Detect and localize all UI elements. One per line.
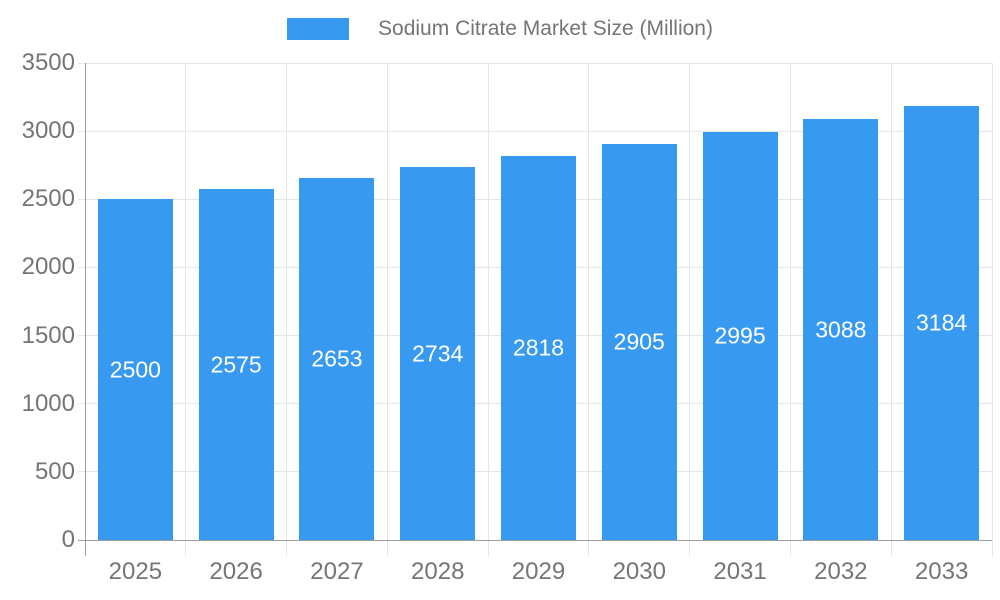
h-gridline [85,62,992,64]
y-axis-tick [78,335,85,337]
v-gridline [588,63,590,556]
bar-2030[interactable]: 2905 [601,144,677,540]
v-gridline [386,63,388,556]
bar-value-label: 2575 [210,351,262,378]
x-axis-tick-label: 2033 [914,558,969,585]
y-axis-tick [78,403,85,405]
v-gridline [991,63,993,556]
bar-value-label: 2653 [311,345,363,372]
y-axis-tick-label: 1000 [21,389,75,417]
bar-value-label: 2500 [109,356,161,383]
x-axis-tick-label: 2031 [713,558,767,585]
y-axis-tick-label: 0 [61,526,75,553]
bar-value-label: 3184 [916,309,968,336]
y-axis-line [84,63,86,556]
x-axis-tick-label: 2027 [310,558,364,585]
y-axis-tick-label: 2500 [21,185,75,213]
bar-value-label: 2734 [412,340,464,367]
x-axis-tick-label: 2032 [814,558,868,585]
y-axis-tick-label: 2000 [21,253,75,281]
bar-2026[interactable]: 2575 [198,189,274,540]
h-gridline [85,130,992,132]
y-axis-tick-label: 1500 [21,321,75,349]
y-axis-tick [78,130,85,132]
legend-item[interactable]: Sodium Citrate Market Size (Million) [0,17,1000,41]
y-axis-tick [78,266,85,268]
v-gridline [286,63,288,556]
y-axis-tick [78,471,85,473]
x-axis-tick-label: 2030 [612,558,666,585]
v-gridline [789,63,791,556]
x-axis-tick-label: 2026 [209,558,263,585]
v-gridline [689,63,691,556]
bar-2029[interactable]: 2818 [501,155,576,540]
bar-value-label: 2905 [613,328,665,355]
y-axis-tick-label: 3500 [21,49,75,76]
y-axis-tick [78,198,85,200]
legend-label: Sodium Citrate Market Size (Million) [378,17,713,40]
v-gridline [487,63,489,556]
y-axis-tick-label: 3000 [21,117,75,145]
legend-swatch [287,18,350,40]
bar-2025[interactable]: 2500 [97,199,173,540]
bar-2031[interactable]: 2995 [702,131,778,540]
x-axis-tick-label: 2025 [108,558,163,585]
v-gridline [185,63,187,556]
bar-value-label: 3088 [815,316,867,343]
bar-value-label: 2818 [512,334,565,361]
bar-2032[interactable]: 3088 [803,119,879,540]
y-axis-tick-label: 500 [34,457,75,485]
x-axis-tick-label: 2029 [511,558,566,585]
bar-2028[interactable]: 2734 [400,167,476,540]
bar-2027[interactable]: 2653 [299,178,375,540]
x-axis-line [78,539,992,541]
bar-2033[interactable]: 3184 [904,106,980,540]
v-gridline [890,63,892,556]
x-axis-tick-label: 2028 [411,558,465,585]
bar-value-label: 2995 [714,322,766,349]
y-axis-tick [78,62,85,64]
